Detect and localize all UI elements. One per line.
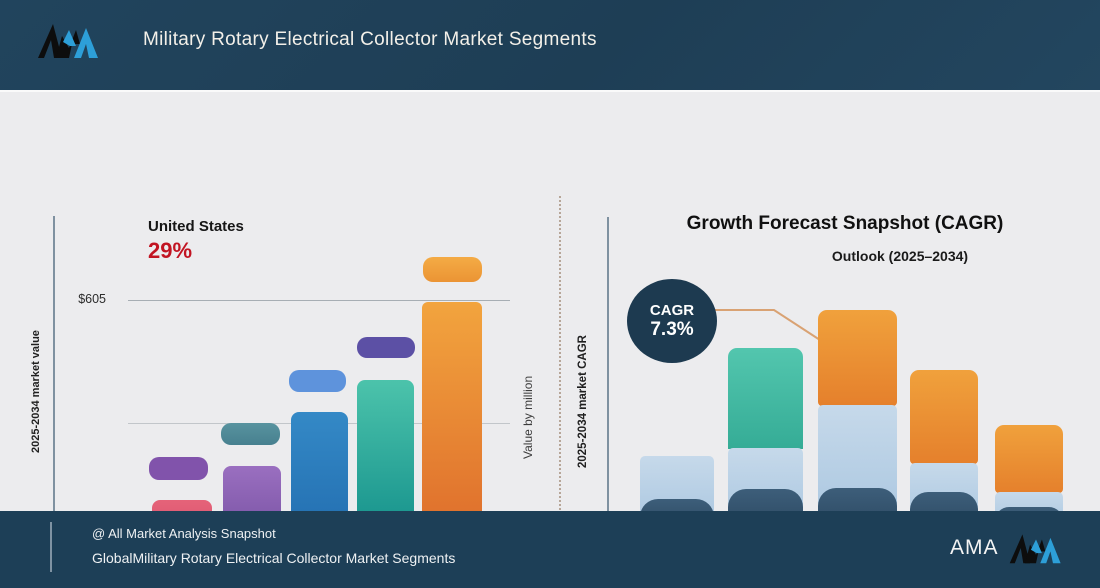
cagr-badge-value: 7.3% [650, 318, 694, 340]
right-y-axis-label: 2025-2034 market CAGR [577, 335, 589, 469]
bar-2024 [422, 302, 482, 529]
bar-2027-top [995, 425, 1063, 493]
header: Military Rotary Electrical Collector Mar… [0, 0, 1100, 90]
bar-2033-top [818, 310, 897, 406]
callout-connector-line [712, 309, 821, 341]
y-tick-605: $605 [78, 292, 106, 306]
cap-2033 [149, 457, 208, 480]
cagr-badge: CAGR 7.3% [627, 279, 717, 363]
page-title: Military Rotary Electrical Collector Mar… [143, 29, 597, 50]
cap-2025 [357, 337, 415, 358]
right-chart-subtitle: Outlook (2025–2034) [831, 248, 969, 264]
footer-divider-line [50, 522, 52, 572]
footer-credit-line: @ All Market Analysis Snapshot [92, 526, 276, 541]
panel-divider [559, 196, 561, 588]
bar-2029-top [910, 370, 978, 464]
chart-canvas: 2025-2034 market value United States 29%… [0, 90, 1100, 588]
right-y-axis-line [607, 217, 609, 532]
ama-logo-icon [38, 24, 98, 58]
right-chart-title: Growth Forecast Snapshot (CAGR) [686, 213, 1004, 234]
region-label: United States [148, 218, 244, 235]
cagr-badge-word: CAGR [649, 301, 695, 319]
left-y-axis-line [53, 216, 55, 542]
left-y-axis-label: 2025-2034 market value [30, 330, 42, 454]
region-share-value: 29% [148, 238, 193, 263]
cap-dots [221, 423, 280, 445]
ama-logo-icon [1009, 534, 1061, 564]
bar-2025 [357, 380, 414, 529]
gridline-605 [128, 300, 510, 301]
bar-2031-top [728, 348, 803, 449]
footer-brand-text: AMA [950, 536, 999, 559]
cap-2026 [289, 370, 346, 392]
bar-2026 [291, 412, 348, 529]
footer: @ All Market Analysis Snapshot GlobalMil… [0, 511, 1100, 588]
footer-source-line: GlobalMilitary Rotary Electrical Collect… [92, 550, 456, 566]
left-right-axis-label: Value by million [521, 375, 535, 459]
cap-2024 [423, 257, 482, 282]
